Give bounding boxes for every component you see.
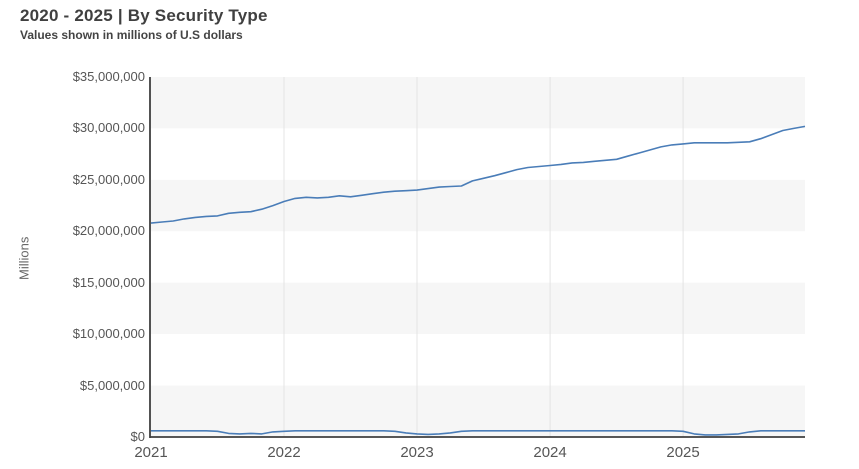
y-tick-label: $0 [130,429,145,444]
y-tick-label: $25,000,000 [72,171,145,187]
plot-band [150,385,805,437]
x-tick-label: 2024 [533,444,567,461]
plot-band [150,128,805,180]
x-tick-label: 2021 [134,444,168,461]
chart-title: 2020 - 2025 | By Security Type [20,6,268,25]
chart-subtitle: Values shown in millions of U.S dollars [20,28,243,42]
y-tick-label: $5,000,000 [79,377,145,393]
plot-band [150,334,805,386]
plot-band [150,282,805,335]
plot-band [150,179,805,232]
y-tick-label: $15,000,000 [72,274,145,290]
y-tick-label: $30,000,000 [72,120,145,136]
y-tick-label: $20,000,000 [72,223,145,239]
series-line-secondary-security-type[interactable] [151,429,805,436]
series-line-total-outstanding[interactable] [150,125,806,224]
x-tick-label: 2025 [666,444,700,461]
x-tick-label: 2023 [400,444,434,461]
plot-band [150,231,805,283]
y-tick-label: $10,000,000 [72,326,145,342]
y-tick-label: $35,000,000 [72,69,145,84]
x-tick-label: 2022 [267,444,301,461]
plot-band [150,77,805,129]
